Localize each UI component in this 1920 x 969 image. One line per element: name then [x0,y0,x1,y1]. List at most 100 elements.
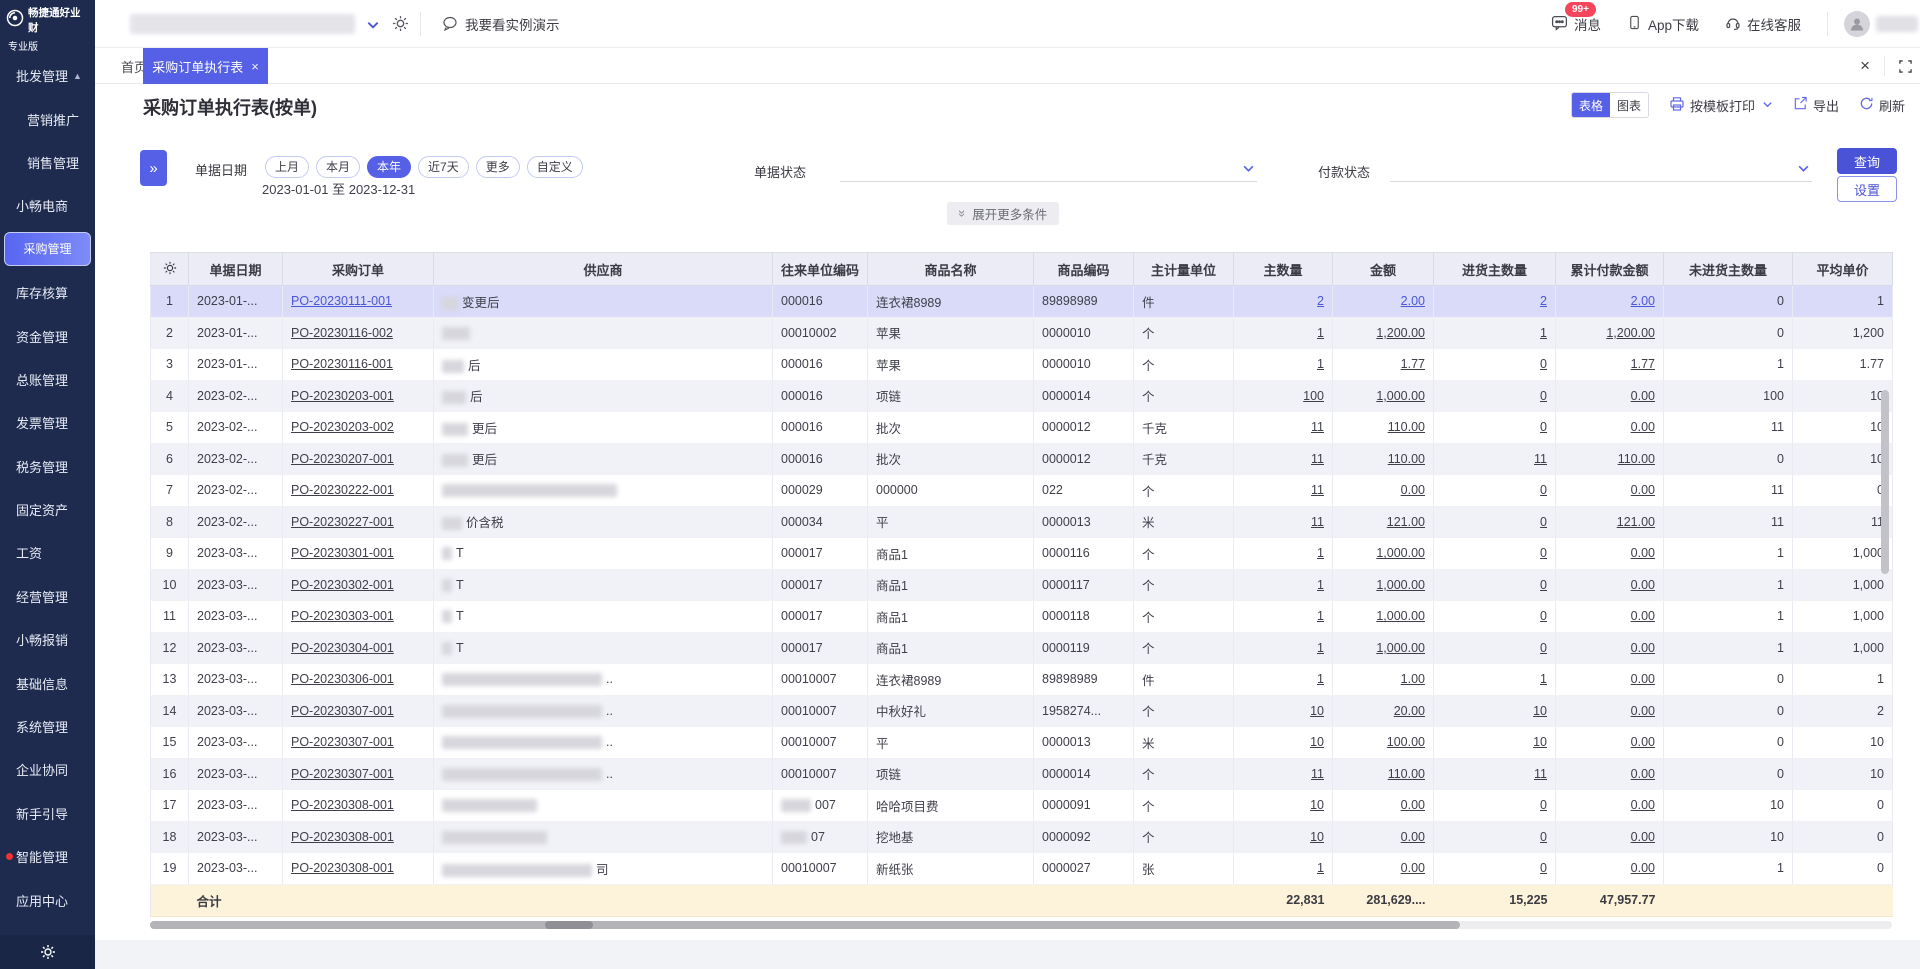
cell-po-link[interactable]: PO-20230307-001 [282,726,434,759]
table-row[interactable]: 7 2023-02-... PO-20230222-001 000029 000000 0… [150,474,1893,507]
cell-amount-link[interactable]: 100.00 [1332,726,1434,759]
cell-received-qty-link[interactable]: 1 [1433,663,1556,696]
cell-paid-amount-link[interactable]: 0.00 [1555,411,1664,444]
cell-paid-amount-link[interactable]: 0.00 [1555,569,1664,601]
refresh-button[interactable]: 刷新 [1859,96,1905,115]
table-row[interactable]: 17 2023-03-... PO-20230308-001 007 哈哈项目费 0000… [150,789,1893,822]
cell-po-link[interactable]: PO-20230301-001 [282,537,434,570]
table-row[interactable]: 8 2023-02-... PO-20230227-001 价含税 000034 平 000… [150,506,1893,538]
chevron-down-icon[interactable] [1762,98,1773,113]
cell-amount-link[interactable]: 1,000.00 [1332,632,1434,664]
cell-po-link[interactable]: PO-20230116-002 [282,317,434,349]
horizontal-scrollbar[interactable] [150,921,1892,929]
cell-amount-link[interactable]: 121.00 [1332,506,1434,538]
cell-amount-link[interactable]: 1,000.00 [1332,569,1434,601]
cell-po-link[interactable]: PO-20230308-001 [282,821,434,853]
cell-received-qty-link[interactable]: 0 [1433,506,1556,538]
sidebar-item-工资[interactable]: 工资 [0,531,95,574]
cell-amount-link[interactable]: 110.00 [1332,443,1434,475]
cell-qty-link[interactable]: 100 [1233,380,1333,412]
table-row[interactable]: 9 2023-03-... PO-20230301-001 T 000017 商品1 000… [150,537,1893,570]
cell-po-link[interactable]: PO-20230222-001 [282,474,434,507]
cell-po-link[interactable]: PO-20230307-001 [282,758,434,790]
cell-po-link[interactable]: PO-20230308-001 [282,789,434,822]
date-range-value[interactable]: 2023-01-01 至 2023-12-31 [262,182,416,197]
cell-paid-amount-link[interactable]: 0.00 [1555,852,1664,885]
cell-qty-link[interactable]: 1 [1233,537,1333,570]
cell-qty-link[interactable]: 11 [1233,474,1333,507]
view-toggle-chart[interactable]: 图表 [1609,93,1648,117]
table-row[interactable]: 10 2023-03-... PO-20230302-001 T 000017 商品1 00… [150,569,1893,601]
cell-paid-amount-link[interactable]: 110.00 [1555,443,1664,475]
cell-paid-amount-link[interactable]: 0.00 [1555,726,1664,759]
cell-received-qty-link[interactable]: 0 [1433,411,1556,444]
sidebar-item-营销推广[interactable]: 营销推广 [0,97,95,140]
col-header-商品编码[interactable]: 商品编码 [1033,252,1134,286]
messages-button[interactable]: 99+ 消息 [1551,2,1601,34]
app-download-button[interactable]: App下载 [1627,14,1699,34]
cell-received-qty-link[interactable]: 1 [1433,317,1556,349]
col-header-主数量[interactable]: 主数量 [1233,252,1333,286]
cell-amount-link[interactable]: 110.00 [1332,411,1434,444]
cell-paid-amount-link[interactable]: 0.00 [1555,663,1664,696]
col-header-供应商[interactable]: 供应商 [433,252,773,286]
online-support-button[interactable]: 在线客服 [1725,14,1801,34]
cell-received-qty-link[interactable]: 10 [1433,695,1556,727]
sidebar-item-税务管理[interactable]: 税务管理 [0,445,95,488]
cell-received-qty-link[interactable]: 0 [1433,632,1556,664]
table-row[interactable]: 16 2023-03-... PO-20230307-001.. 00010007 项链… [150,758,1893,790]
chevron-down-icon[interactable] [366,18,380,37]
cell-amount-link[interactable]: 0.00 [1332,821,1434,853]
table-row[interactable]: 18 2023-03-... PO-20230308-001 07 挖地基 0000092… [150,821,1893,853]
sidebar-item-系统管理[interactable]: 系统管理 [0,705,95,748]
cell-amount-link[interactable]: 1.77 [1332,348,1434,381]
cell-amount-link[interactable]: 0.00 [1332,474,1434,507]
cell-received-qty-link[interactable]: 0 [1433,569,1556,601]
cell-qty-link[interactable]: 11 [1233,758,1333,790]
date-pill-本月[interactable]: 本月 [316,156,361,178]
table-row[interactable]: 11 2023-03-... PO-20230303-001 T 000017 商品1 00… [150,600,1893,633]
horizontal-scrollbar-handle[interactable] [545,921,593,929]
sidebar-item-智能管理[interactable]: 智能管理 [0,835,95,878]
view-toggle-table[interactable]: 表格 [1571,93,1610,117]
sidebar-item-批发管理[interactable]: 批发管理 ▲ [0,54,95,97]
cell-qty-link[interactable]: 11 [1233,411,1333,444]
doc-status-select[interactable] [840,158,1257,182]
cell-received-qty-link[interactable]: 0 [1433,537,1556,570]
cell-amount-link[interactable]: 2.00 [1332,285,1434,318]
sidebar-item-总账管理[interactable]: 总账管理 [0,358,95,401]
date-pill-更多[interactable]: 更多 [475,156,520,178]
date-pill-近7天[interactable]: 近7天 [418,156,469,178]
cell-po-link[interactable]: PO-20230203-002 [282,411,434,444]
cell-qty-link[interactable]: 1 [1233,663,1333,696]
col-header-商品名称[interactable]: 商品名称 [867,252,1034,286]
cell-paid-amount-link[interactable]: 0.00 [1555,758,1664,790]
settings-button[interactable]: 设置 [1837,176,1897,202]
cell-paid-amount-link[interactable]: 0.00 [1555,632,1664,664]
demo-link[interactable]: 我要看实例演示 [442,14,560,34]
col-header-累计付款金额[interactable]: 累计付款金额 [1555,252,1664,286]
cell-qty-link[interactable]: 1 [1233,317,1333,349]
cell-po-link[interactable]: PO-20230304-001 [282,632,434,664]
cell-paid-amount-link[interactable]: 0.00 [1555,474,1664,507]
cell-paid-amount-link[interactable]: 121.00 [1555,506,1664,538]
table-row[interactable]: 13 2023-03-... PO-20230306-001.. 00010007 连衣… [150,663,1893,696]
date-pill-本年[interactable]: 本年 [367,156,412,178]
expand-panel-button[interactable]: » [140,150,167,186]
table-row[interactable]: 6 2023-02-... PO-20230207-001 更后 000016 批次 000… [150,443,1893,475]
sidebar-item-企业协同[interactable]: 企业协同 [0,748,95,791]
col-header-采购订单[interactable]: 采购订单 [282,252,434,286]
cell-paid-amount-link[interactable]: 0.00 [1555,600,1664,633]
sidebar-item-采购管理[interactable]: 采购管理 [0,228,95,271]
cell-po-link[interactable]: PO-20230207-001 [282,443,434,475]
cell-paid-amount-link[interactable]: 2.00 [1555,285,1664,318]
cell-amount-link[interactable]: 1,200.00 [1332,317,1434,349]
horizontal-scrollbar-thumb[interactable] [150,921,1460,929]
cell-amount-link[interactable]: 110.00 [1332,758,1434,790]
col-header-金额[interactable]: 金额 [1332,252,1434,286]
sidebar-item-应用中心[interactable]: 应用中心 [0,878,95,921]
cell-received-qty-link[interactable]: 0 [1433,348,1556,381]
vertical-scrollbar[interactable] [1881,390,1889,574]
cell-qty-link[interactable]: 1 [1233,348,1333,381]
cell-received-qty-link[interactable]: 0 [1433,789,1556,822]
